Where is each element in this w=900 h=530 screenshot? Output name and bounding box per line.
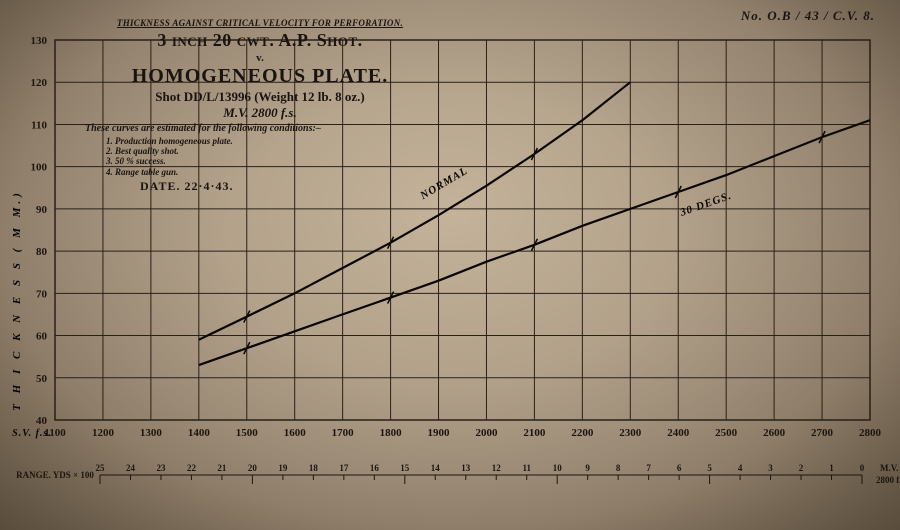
svg-text:24: 24 — [126, 463, 136, 473]
svg-text:2700: 2700 — [811, 427, 834, 439]
svg-text:6: 6 — [677, 463, 682, 473]
svg-text:100: 100 — [31, 162, 48, 174]
svg-text:2100: 2100 — [523, 427, 546, 439]
svg-text:5: 5 — [707, 463, 712, 473]
svg-text:1200: 1200 — [92, 427, 115, 439]
header-line1: 3 inch 20 cwt. A.P. Shot. — [60, 30, 460, 51]
svg-text:22: 22 — [187, 463, 197, 473]
x-axis: 1100120013001400150016001700180019002000… — [44, 427, 881, 439]
svg-text:2000: 2000 — [475, 427, 498, 439]
svg-text:40: 40 — [36, 415, 48, 427]
condition-item: Range table gun. — [115, 167, 460, 177]
svg-text:25: 25 — [96, 463, 106, 473]
svg-text:21: 21 — [217, 463, 227, 473]
svg-text:110: 110 — [31, 119, 47, 131]
svg-text:3: 3 — [768, 463, 773, 473]
y-axis-title: T H I C K N E S S ( M M.) — [11, 189, 23, 411]
svg-text:2300: 2300 — [619, 427, 642, 439]
svg-text:13: 13 — [461, 463, 471, 473]
svg-text:130: 130 — [31, 35, 48, 47]
svg-text:16: 16 — [370, 463, 380, 473]
svg-text:12: 12 — [492, 463, 502, 473]
header-line3: Shot DD/L/13996 (Weight 12 lb. 8 oz.) — [60, 89, 460, 105]
curve-label: 30 DEGS. — [678, 190, 734, 220]
y-axis: 40 50 60 70 80 90 100 110 120 130 — [31, 35, 48, 427]
header-date: DATE. 22·4·43. — [140, 179, 460, 194]
header-supertitle: THICKNESS AGAINST CRITICAL VELOCITY FOR … — [60, 18, 460, 28]
svg-text:1600: 1600 — [284, 427, 307, 439]
conditions-list: Production homogeneous plate.Best qualit… — [115, 136, 460, 177]
svg-text:18: 18 — [309, 463, 319, 473]
svg-text:14: 14 — [431, 463, 441, 473]
svg-text:RANGE. YDS × 100: RANGE. YDS × 100 — [16, 470, 94, 480]
header-line4: M.V. 2800 f.s. — [60, 105, 460, 121]
svg-text:2400: 2400 — [667, 427, 690, 439]
header-conditions: These curves are estimated for the follo… — [85, 123, 460, 177]
svg-text:2: 2 — [799, 463, 804, 473]
svg-text:M.V.: M.V. — [880, 463, 898, 473]
condition-item: Production homogeneous plate. — [115, 136, 460, 146]
svg-text:23: 23 — [156, 463, 166, 473]
svg-text:2800 f.s.: 2800 f.s. — [876, 475, 900, 485]
svg-text:15: 15 — [400, 463, 410, 473]
svg-text:17: 17 — [339, 463, 349, 473]
svg-text:4: 4 — [738, 463, 743, 473]
svg-text:2600: 2600 — [763, 427, 786, 439]
svg-text:10: 10 — [553, 463, 563, 473]
svg-text:2200: 2200 — [571, 427, 594, 439]
svg-text:1: 1 — [829, 463, 834, 473]
svg-text:1800: 1800 — [380, 427, 403, 439]
svg-text:1700: 1700 — [332, 427, 355, 439]
svg-text:20: 20 — [248, 463, 258, 473]
condition-item: Best quality shot. — [115, 146, 460, 156]
svg-text:1300: 1300 — [140, 427, 163, 439]
svg-text:7: 7 — [646, 463, 651, 473]
svg-text:50: 50 — [36, 373, 48, 385]
svg-text:8: 8 — [616, 463, 621, 473]
svg-text:80: 80 — [36, 246, 48, 258]
svg-text:19: 19 — [278, 463, 288, 473]
svg-text:90: 90 — [36, 204, 48, 216]
svg-text:70: 70 — [36, 288, 48, 300]
secondary-range-scale: RANGE. YDS × 100252423222120191817161514… — [16, 463, 900, 485]
header-line2: HOMOGENEOUS PLATE. — [60, 65, 460, 88]
x-axis-prefix: S.V. f.s. — [12, 428, 52, 439]
svg-text:9: 9 — [585, 463, 590, 473]
svg-text:2500: 2500 — [715, 427, 738, 439]
svg-text:0: 0 — [860, 463, 865, 473]
svg-text:1900: 1900 — [428, 427, 451, 439]
svg-text:11: 11 — [522, 463, 531, 473]
header-vs: v. — [60, 52, 460, 64]
svg-text:2800: 2800 — [859, 427, 882, 439]
svg-text:60: 60 — [36, 331, 48, 343]
svg-text:1400: 1400 — [188, 427, 211, 439]
condition-item: 50 % success. — [115, 156, 460, 166]
chart-header: THICKNESS AGAINST CRITICAL VELOCITY FOR … — [60, 18, 460, 194]
svg-text:120: 120 — [31, 77, 48, 89]
svg-text:1500: 1500 — [236, 427, 259, 439]
